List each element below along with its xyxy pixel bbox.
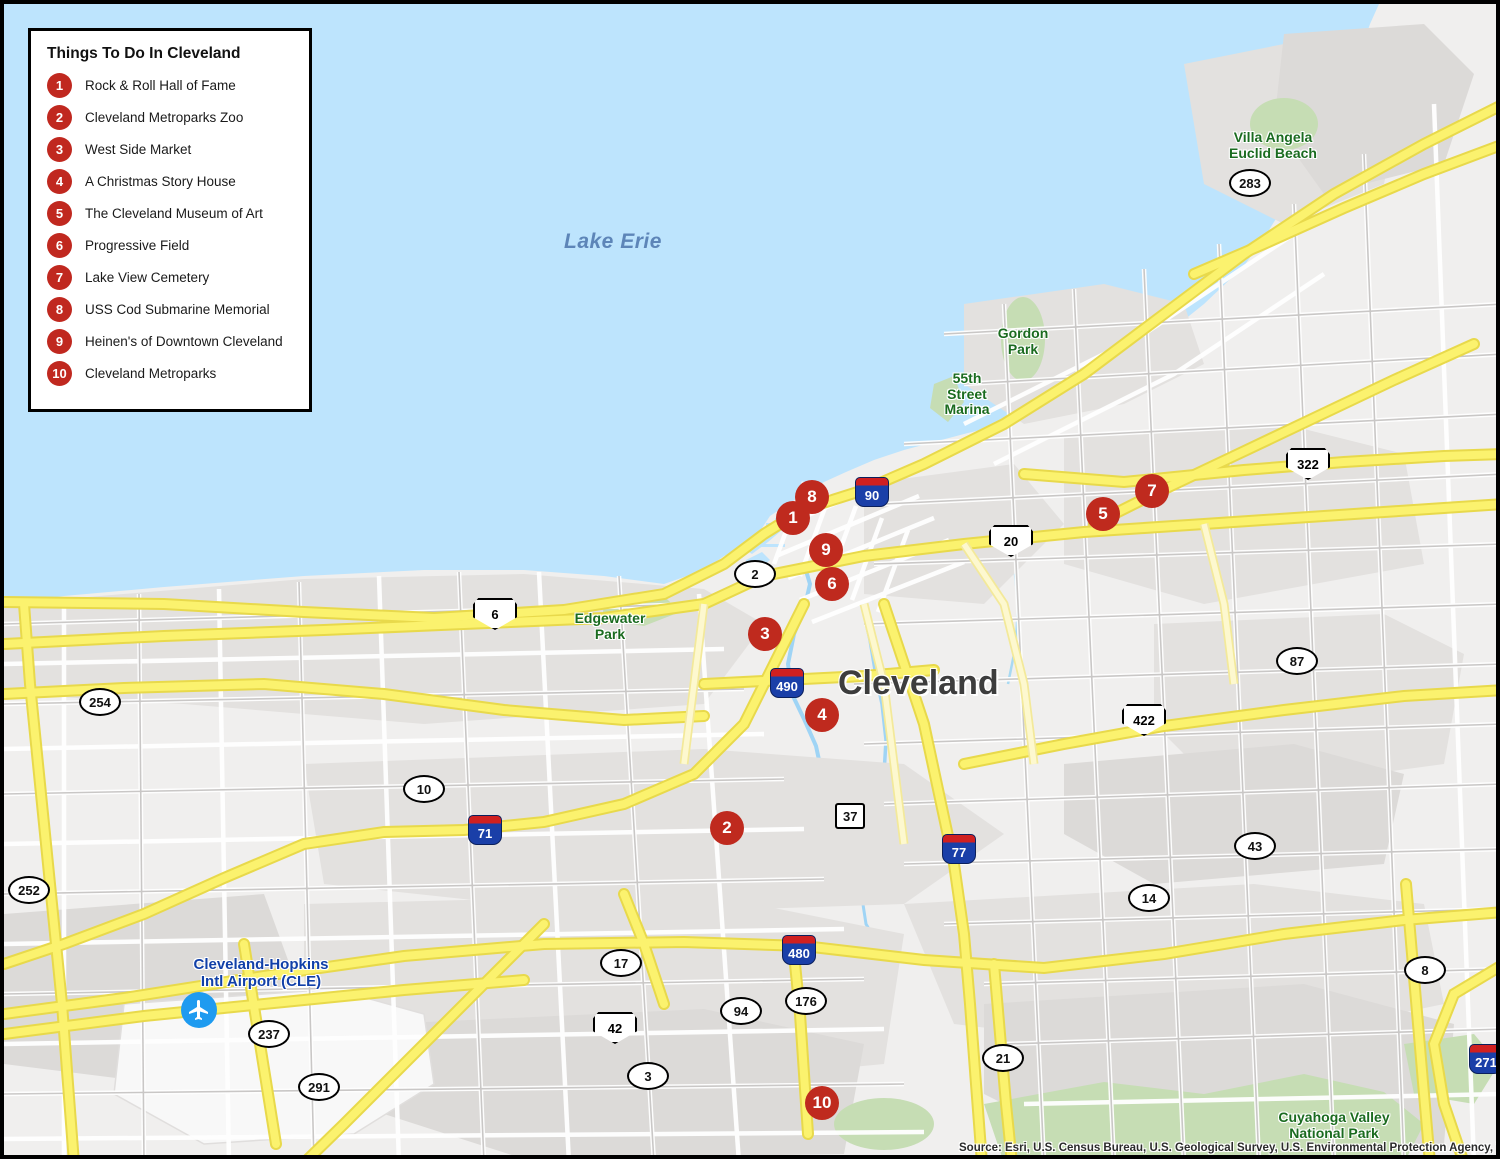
legend-item-9[interactable]: 9 Heinen's of Downtown Cleveland xyxy=(47,329,309,354)
highway-shield-254: 254 xyxy=(79,688,121,716)
attraction-marker-6[interactable]: 6 xyxy=(815,567,849,601)
legend-item-3[interactable]: 3 West Side Market xyxy=(47,137,309,162)
attraction-marker-10[interactable]: 10 xyxy=(805,1086,839,1120)
legend-label-10: Cleveland Metroparks xyxy=(85,366,217,381)
legend-item-5[interactable]: 5 The Cleveland Museum of Art xyxy=(47,201,309,226)
legend-item-1[interactable]: 1 Rock & Roll Hall of Fame xyxy=(47,73,309,98)
highway-shield-17: 17 xyxy=(600,949,642,977)
legend-item-4[interactable]: 4 A Christmas Story House xyxy=(47,169,309,194)
legend-badge-7: 7 xyxy=(47,265,72,290)
highway-shield-37: 37 xyxy=(835,803,866,829)
legend-badge-1: 1 xyxy=(47,73,72,98)
legend-label-7: Lake View Cemetery xyxy=(85,270,210,285)
legend-label-3: West Side Market xyxy=(85,142,192,157)
highway-shield-21: 21 xyxy=(982,1044,1024,1072)
highway-shield-87: 87 xyxy=(1276,647,1318,675)
highway-shield-90: 90 xyxy=(855,477,889,507)
airplane-icon xyxy=(181,992,217,1028)
legend-item-2[interactable]: 2 Cleveland Metroparks Zoo xyxy=(47,105,309,130)
highway-shield-2: 2 xyxy=(734,560,776,588)
legend-badge-2: 2 xyxy=(47,105,72,130)
legend-badge-3: 3 xyxy=(47,137,72,162)
legend-label-4: A Christmas Story House xyxy=(85,174,236,189)
legend-badge-10: 10 xyxy=(47,361,72,386)
highway-shield-94: 94 xyxy=(720,997,762,1025)
legend-badge-5: 5 xyxy=(47,201,72,226)
attraction-marker-9[interactable]: 9 xyxy=(809,533,843,567)
highway-shield-43: 43 xyxy=(1234,832,1276,860)
legend-label-6: Progressive Field xyxy=(85,238,190,253)
highway-shield-14: 14 xyxy=(1128,884,1170,912)
highway-shield-10: 10 xyxy=(403,775,445,803)
legend-item-8[interactable]: 8 USS Cod Submarine Memorial xyxy=(47,297,309,322)
attraction-marker-8[interactable]: 8 xyxy=(795,480,829,514)
legend-item-10[interactable]: 10 Cleveland Metroparks xyxy=(47,361,309,386)
legend-badge-9: 9 xyxy=(47,329,72,354)
legend-badge-6: 6 xyxy=(47,233,72,258)
highway-shield-77: 77 xyxy=(942,834,976,864)
legend-label-2: Cleveland Metroparks Zoo xyxy=(85,110,244,125)
highway-shield-480: 480 xyxy=(782,935,816,965)
highway-shield-291: 291 xyxy=(298,1073,340,1101)
legend-rows: 1 Rock & Roll Hall of Fame 2 Cleveland Metr… xyxy=(31,73,309,386)
attraction-marker-2[interactable]: 2 xyxy=(710,811,744,845)
highway-shield-490: 490 xyxy=(770,668,804,698)
highway-shield-283: 283 xyxy=(1229,169,1271,197)
legend-label-1: Rock & Roll Hall of Fame xyxy=(85,78,236,93)
attraction-marker-3[interactable]: 3 xyxy=(748,617,782,651)
legend-label-8: USS Cod Submarine Memorial xyxy=(85,302,270,317)
legend-label-5: The Cleveland Museum of Art xyxy=(85,206,263,221)
legend-badge-4: 4 xyxy=(47,169,72,194)
highway-shield-252: 252 xyxy=(8,876,50,904)
legend-label-9: Heinen's of Downtown Cleveland xyxy=(85,334,283,349)
highway-shield-176: 176 xyxy=(785,987,827,1015)
attraction-marker-7[interactable]: 7 xyxy=(1135,474,1169,508)
legend-item-6[interactable]: 6 Progressive Field xyxy=(47,233,309,258)
attraction-marker-5[interactable]: 5 xyxy=(1086,497,1120,531)
legend-panel[interactable]: Things To Do In Cleveland 1 Rock & Roll H… xyxy=(28,28,312,412)
highway-shield-71: 71 xyxy=(468,815,502,845)
street-grid-layer xyxy=(4,103,1496,1155)
highway-shield-271: 271 xyxy=(1469,1044,1496,1074)
highway-shield-237: 237 xyxy=(248,1020,290,1048)
highway-shield-8: 8 xyxy=(1404,956,1446,984)
legend-badge-8: 8 xyxy=(47,297,72,322)
legend-item-7[interactable]: 7 Lake View Cemetery xyxy=(47,265,309,290)
legend-title: Things To Do In Cleveland xyxy=(47,45,241,62)
attraction-marker-4[interactable]: 4 xyxy=(805,698,839,732)
highway-shield-3: 3 xyxy=(627,1062,669,1090)
